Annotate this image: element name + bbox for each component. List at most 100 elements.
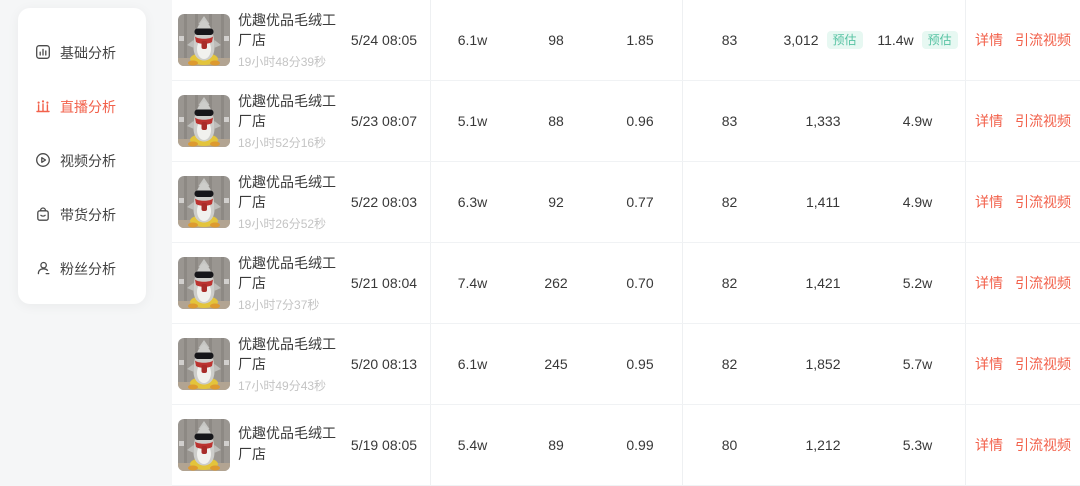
metric-2: 98 bbox=[548, 32, 564, 48]
actions-cell: 详情 引流视频 bbox=[965, 243, 1080, 323]
account-cell: 优趣优品毛绒工厂店 17小时49分43秒 bbox=[172, 324, 338, 404]
metric-5-value: 3,012 bbox=[783, 32, 819, 48]
metric-3: 0.99 bbox=[626, 437, 654, 453]
metric-2: 89 bbox=[548, 437, 564, 453]
table-row: 优趣优品毛绒工厂店 17小时49分43秒 5/20 08:13 6.1w 245… bbox=[172, 324, 1080, 405]
account-name[interactable]: 优趣优品毛绒工厂店 bbox=[238, 92, 336, 129]
traffic-video-link[interactable]: 引流视频 bbox=[1015, 275, 1071, 291]
account-avatar[interactable] bbox=[178, 14, 230, 66]
metric-5: 1,333 预估 bbox=[776, 81, 870, 161]
metric-5-value: 1,333 bbox=[805, 113, 841, 129]
sidebar-item-label: 基础分析 bbox=[60, 45, 116, 61]
account-name[interactable]: 优趣优品毛绒工厂店 bbox=[238, 11, 336, 48]
sidebar-item-label: 视频分析 bbox=[60, 153, 116, 169]
metric-5-value: 1,852 bbox=[805, 356, 841, 372]
metric-3: 0.70 bbox=[626, 275, 654, 291]
detail-link[interactable]: 详情 bbox=[975, 275, 1003, 291]
metric-6: 4.9w 预估 bbox=[870, 81, 965, 161]
metric-5: 1,852 预估 bbox=[776, 324, 870, 404]
metric-6-value: 4.9w bbox=[902, 113, 933, 129]
metric-5: 1,212 预估 bbox=[776, 405, 870, 485]
detail-link[interactable]: 详情 bbox=[975, 32, 1003, 48]
metric-viewers: 5.4w bbox=[430, 405, 514, 485]
account-avatar[interactable] bbox=[178, 419, 230, 471]
live-duration: 18小时52分16秒 bbox=[238, 136, 327, 151]
sidebar-item-label: 粉丝分析 bbox=[60, 261, 116, 277]
metric-6: 5.3w 预估 bbox=[870, 405, 965, 485]
account-cell: 优趣优品毛绒工厂店 19小时26分52秒 bbox=[172, 162, 338, 242]
metric-4: 83 bbox=[682, 81, 776, 161]
account-name[interactable]: 优趣优品毛绒工厂店 bbox=[238, 335, 336, 372]
sidebar-item-basic-analysis[interactable]: 基础分析 bbox=[18, 26, 146, 80]
metric-2: 88 bbox=[548, 113, 564, 129]
metric-3: 0.96 bbox=[626, 113, 654, 129]
account-cell: 优趣优品毛绒工厂店 19小时48分39秒 bbox=[172, 0, 338, 80]
detail-link[interactable]: 详情 bbox=[975, 437, 1003, 453]
live-duration: 19小时48分39秒 bbox=[238, 55, 327, 70]
sidebar-item-label: 直播分析 bbox=[60, 99, 116, 115]
actions-cell: 详情 引流视频 bbox=[965, 81, 1080, 161]
sidebar: 基础分析 直播分析 视频分析 带货 bbox=[18, 8, 146, 304]
metric-viewers: 6.3w bbox=[430, 162, 514, 242]
metric-6-value: 5.2w bbox=[902, 275, 933, 291]
table-row: 优趣优品毛绒工厂店 19小时26分52秒 5/22 08:03 6.3w 92 … bbox=[172, 162, 1080, 243]
actions-cell: 详情 引流视频 bbox=[965, 0, 1080, 80]
traffic-video-link[interactable]: 引流视频 bbox=[1015, 194, 1071, 210]
shopping-bag-icon bbox=[35, 206, 51, 225]
metric-3: 1.85 bbox=[626, 32, 654, 48]
metric-viewers: 7.4w bbox=[430, 243, 514, 323]
traffic-video-link[interactable]: 引流视频 bbox=[1015, 356, 1071, 372]
play-circle-icon bbox=[35, 152, 51, 171]
account-cell: 优趣优品毛绒工厂店 bbox=[172, 405, 338, 485]
detail-link[interactable]: 详情 bbox=[975, 113, 1003, 129]
detail-link[interactable]: 详情 bbox=[975, 356, 1003, 372]
live-datetime: 5/23 08:07 bbox=[350, 113, 418, 129]
account-avatar[interactable] bbox=[178, 176, 230, 228]
account-avatar[interactable] bbox=[178, 95, 230, 147]
table-row: 优趣优品毛绒工厂店 18小时52分16秒 5/23 08:07 5.1w 88 … bbox=[172, 81, 1080, 162]
account-avatar[interactable] bbox=[178, 338, 230, 390]
metric-4: 82 bbox=[682, 162, 776, 242]
metric-5-value: 1,212 bbox=[805, 437, 841, 453]
metric-6: 11.4w 预估 bbox=[870, 0, 965, 80]
traffic-video-link[interactable]: 引流视频 bbox=[1015, 32, 1071, 48]
live-datetime: 5/19 08:05 bbox=[350, 437, 418, 453]
account-name[interactable]: 优趣优品毛绒工厂店 bbox=[238, 425, 336, 462]
metric-6-value: 5.3w bbox=[902, 437, 933, 453]
table-row: 优趣优品毛绒工厂店 5/19 08:05 5.4w 89 0.99 80 1,2… bbox=[172, 405, 1080, 486]
metric-6: 5.2w 预估 bbox=[870, 243, 965, 323]
account-name[interactable]: 优趣优品毛绒工厂店 bbox=[238, 254, 336, 291]
sidebar-item-fans-analysis[interactable]: 粉丝分析 bbox=[18, 242, 146, 296]
metric-6-value: 5.7w bbox=[902, 356, 933, 372]
sidebar-item-video-analysis[interactable]: 视频分析 bbox=[18, 134, 146, 188]
live-datetime: 5/21 08:04 bbox=[350, 275, 418, 291]
sidebar-item-live-analysis[interactable]: 直播分析 bbox=[18, 80, 146, 134]
live-duration: 18小时7分37秒 bbox=[238, 298, 320, 313]
metric-4: 82 bbox=[682, 324, 776, 404]
account-avatar[interactable] bbox=[178, 257, 230, 309]
metric-6-value: 11.4w bbox=[877, 32, 914, 48]
live-datetime: 5/20 08:13 bbox=[350, 356, 418, 372]
detail-link[interactable]: 详情 bbox=[975, 194, 1003, 210]
actions-cell: 详情 引流视频 bbox=[965, 324, 1080, 404]
estimate-badge: 预估 bbox=[921, 31, 958, 49]
account-cell: 优趣优品毛绒工厂店 18小时7分37秒 bbox=[172, 243, 338, 323]
metric-6: 5.7w 预估 bbox=[870, 324, 965, 404]
live-duration: 19小时26分52秒 bbox=[238, 217, 327, 232]
metric-5: 1,421 预估 bbox=[776, 243, 870, 323]
live-datetime: 5/22 08:03 bbox=[350, 194, 418, 210]
account-name[interactable]: 优趣优品毛绒工厂店 bbox=[238, 173, 336, 210]
metric-3: 0.77 bbox=[626, 194, 654, 210]
metric-2: 262 bbox=[544, 275, 568, 291]
sidebar-item-commerce-analysis[interactable]: 带货分析 bbox=[18, 188, 146, 242]
metric-6-value: 4.9w bbox=[902, 194, 933, 210]
traffic-video-link[interactable]: 引流视频 bbox=[1015, 437, 1071, 453]
metric-5: 1,411 预估 bbox=[776, 162, 870, 242]
traffic-video-link[interactable]: 引流视频 bbox=[1015, 113, 1071, 129]
bar-chart-icon bbox=[35, 44, 51, 63]
live-records-table: 优趣优品毛绒工厂店 19小时48分39秒 5/24 08:05 6.1w 98 … bbox=[172, 0, 1080, 486]
metric-viewers: 6.1w bbox=[430, 324, 514, 404]
live-stream-icon bbox=[35, 98, 51, 117]
metric-5-value: 1,421 bbox=[805, 275, 841, 291]
metric-3: 0.95 bbox=[626, 356, 654, 372]
